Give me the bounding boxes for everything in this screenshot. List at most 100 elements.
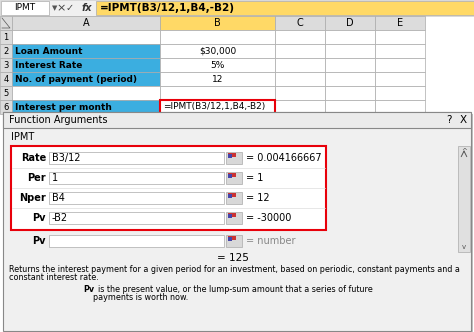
Bar: [228, 193, 236, 197]
Text: 1: 1: [52, 173, 58, 183]
Text: Function Arguments: Function Arguments: [9, 115, 108, 125]
Text: E: E: [397, 18, 403, 28]
Text: =IPMT(B3/12,1,B4,-B2): =IPMT(B3/12,1,B4,-B2): [163, 103, 265, 112]
Bar: [228, 214, 232, 218]
Bar: [0, 0, 474, 16]
Text: =IPMT(B3/12,1,B4,-B2): =IPMT(B3/12,1,B4,-B2): [100, 3, 235, 13]
Text: Pv: Pv: [33, 236, 46, 246]
Bar: [228, 236, 236, 240]
Bar: [3, 112, 471, 128]
Bar: [228, 174, 232, 178]
Bar: [275, 58, 325, 72]
Text: Nper: Nper: [19, 193, 46, 203]
Text: Pv: Pv: [83, 285, 94, 293]
Text: Returns the interest payment for a given period for an investment, based on peri: Returns the interest payment for a given…: [9, 265, 460, 274]
Text: = 125: = 125: [217, 253, 249, 263]
Text: 3: 3: [3, 60, 9, 69]
Bar: [49, 172, 224, 184]
Bar: [96, 1, 474, 15]
Text: ✓: ✓: [66, 3, 74, 13]
Bar: [226, 172, 242, 184]
Bar: [275, 72, 325, 86]
Text: ^: ^: [461, 148, 467, 154]
Bar: [275, 44, 325, 58]
Bar: [458, 146, 470, 252]
Text: C: C: [297, 18, 303, 28]
Bar: [228, 194, 232, 198]
Bar: [325, 16, 375, 30]
Bar: [160, 44, 275, 58]
Text: Per: Per: [27, 173, 46, 183]
Bar: [325, 72, 375, 86]
Text: $30,000: $30,000: [199, 46, 236, 55]
Bar: [228, 173, 236, 177]
Bar: [375, 86, 425, 100]
Text: No. of payment (period): No. of payment (period): [15, 74, 137, 84]
Text: X: X: [459, 115, 466, 125]
Bar: [49, 192, 224, 204]
Bar: [160, 16, 275, 30]
Text: is the present value, or the lump-sum amount that a series of future: is the present value, or the lump-sum am…: [93, 285, 373, 293]
Bar: [12, 58, 160, 72]
Text: = number: = number: [246, 236, 295, 246]
Bar: [160, 100, 275, 114]
Bar: [325, 44, 375, 58]
Bar: [5, 114, 473, 332]
Bar: [12, 86, 160, 100]
Bar: [49, 235, 224, 247]
Bar: [78, 1, 96, 15]
Text: IPMT: IPMT: [14, 4, 36, 13]
Bar: [12, 44, 160, 58]
Bar: [0, 58, 12, 72]
Bar: [375, 58, 425, 72]
Bar: [275, 86, 325, 100]
Text: fx: fx: [82, 3, 92, 13]
Bar: [325, 86, 375, 100]
Text: constant interest rate.: constant interest rate.: [9, 274, 99, 283]
Bar: [375, 100, 425, 114]
Bar: [160, 58, 275, 72]
Text: B: B: [214, 18, 221, 28]
Text: Rate: Rate: [21, 153, 46, 163]
Text: ▼: ▼: [52, 5, 57, 11]
Bar: [325, 30, 375, 44]
Text: B4: B4: [52, 193, 65, 203]
Bar: [226, 212, 242, 224]
Bar: [375, 72, 425, 86]
Text: Interest Rate: Interest Rate: [15, 60, 82, 69]
Text: v: v: [462, 244, 466, 250]
Bar: [1, 1, 49, 15]
Bar: [0, 16, 12, 30]
Bar: [226, 192, 242, 204]
Bar: [0, 100, 12, 114]
Bar: [0, 86, 12, 100]
Bar: [0, 72, 12, 86]
Text: 6: 6: [3, 103, 9, 112]
Text: = -30000: = -30000: [246, 213, 292, 223]
Bar: [12, 72, 160, 86]
Bar: [12, 16, 160, 30]
Text: = 1: = 1: [246, 173, 264, 183]
Bar: [275, 30, 325, 44]
Text: ?: ?: [446, 115, 452, 125]
Text: = 12: = 12: [246, 193, 270, 203]
Text: Loan Amount: Loan Amount: [15, 46, 82, 55]
Bar: [226, 152, 242, 164]
Bar: [275, 16, 325, 30]
Text: Interest per month: Interest per month: [15, 103, 112, 112]
Text: 5: 5: [3, 89, 9, 98]
Bar: [375, 30, 425, 44]
Text: ×: ×: [56, 3, 66, 13]
Bar: [3, 112, 471, 331]
Text: -B2: -B2: [52, 213, 68, 223]
Bar: [325, 58, 375, 72]
Bar: [12, 30, 160, 44]
Bar: [375, 44, 425, 58]
Bar: [228, 154, 232, 158]
Bar: [375, 16, 425, 30]
Bar: [228, 153, 236, 157]
Text: payments is worth now.: payments is worth now.: [93, 293, 188, 302]
Bar: [275, 100, 325, 114]
Text: 5%: 5%: [210, 60, 225, 69]
Bar: [11, 146, 326, 230]
